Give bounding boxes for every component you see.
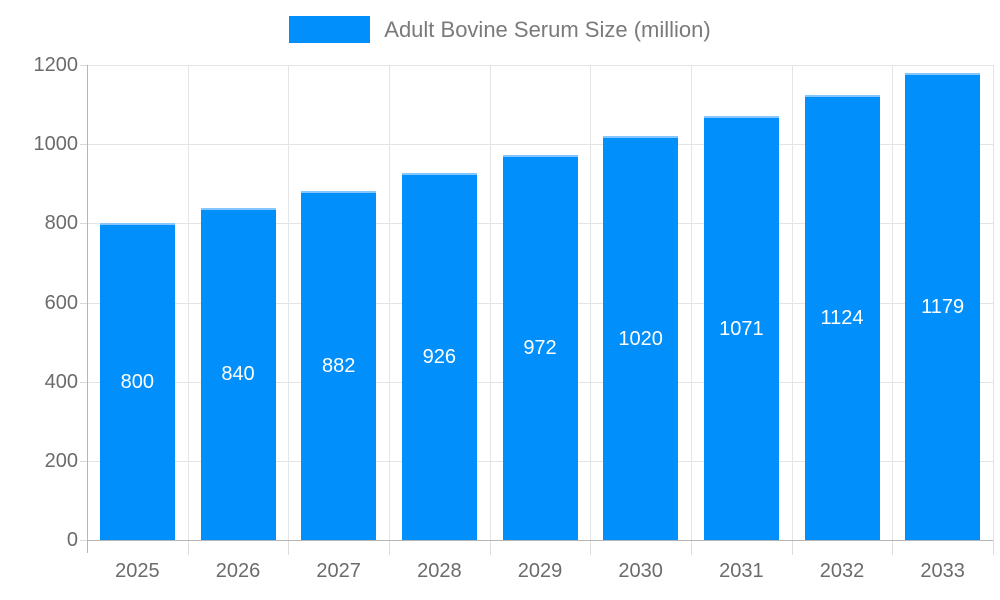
gridline-vertical (389, 65, 390, 540)
gridline-vertical (187, 65, 189, 540)
bar-2032[interactable]: 1124 (804, 95, 880, 540)
legend: Adult Bovine Serum Size (million) (0, 16, 1000, 43)
gridline-vertical (590, 65, 592, 540)
gridline-vertical (892, 65, 894, 540)
x-axis-label-2028: 2028 (417, 560, 462, 582)
x-axis-label-2025: 2025 (115, 560, 160, 582)
gridline-horizontal (87, 65, 993, 66)
x-axis-line (87, 540, 993, 541)
gridline-vertical (691, 65, 692, 540)
y-axis-tick (80, 144, 87, 146)
x-axis-tick (389, 540, 390, 555)
x-axis-label-2032: 2032 (819, 560, 865, 582)
x-axis-tick (791, 540, 793, 555)
y-axis-label-1000: 1000 (33, 133, 79, 156)
x-axis-label-2030: 2030 (618, 560, 663, 582)
x-axis-tick (187, 540, 189, 555)
bar-value-label: 1124 (820, 307, 864, 330)
bar-2033[interactable]: 1179 (905, 73, 981, 540)
y-axis-tick (80, 302, 87, 304)
y-axis-tick (80, 223, 87, 225)
y-axis-label-0: 0 (66, 529, 78, 551)
legend-swatch-icon (289, 16, 371, 43)
bar-2027[interactable]: 882 (301, 190, 377, 540)
bar-2031[interactable]: 1071 (703, 116, 779, 540)
bar-value-label: 882 (321, 354, 356, 377)
y-axis-line (87, 65, 88, 553)
gridline-vertical (288, 65, 290, 540)
bar-value-label: 1179 (921, 296, 965, 319)
x-axis-tick (590, 540, 592, 555)
bar-2025[interactable]: 800 (99, 223, 175, 540)
plot-area: 800 840 882 926 972 1020 1071 1124 1179 (87, 65, 994, 540)
y-axis-label-600: 600 (44, 291, 78, 314)
x-axis-tick (691, 540, 692, 555)
y-axis-tick (80, 381, 87, 383)
bar-2029[interactable]: 972 (502, 155, 578, 540)
x-axis-label-2031: 2031 (719, 560, 764, 582)
x-axis-tick (288, 540, 290, 555)
bar-2026[interactable]: 840 (200, 207, 276, 540)
x-axis-tick (892, 540, 894, 555)
bar-2030[interactable]: 1020 (603, 136, 679, 540)
legend-item[interactable]: Adult Bovine Serum Size (million) (289, 16, 711, 43)
bar-value-label: 1020 (618, 327, 663, 350)
y-axis-tick (80, 460, 87, 462)
gridline-horizontal (87, 144, 993, 146)
bar-value-label: 840 (221, 363, 255, 386)
y-axis-label-800: 800 (44, 212, 78, 235)
gridline-vertical (993, 65, 994, 540)
gridline-vertical (489, 65, 491, 540)
bar-value-label: 972 (523, 337, 557, 360)
x-axis-label-2029: 2029 (517, 560, 563, 582)
legend-label: Adult Bovine Serum Size (million) (384, 16, 711, 42)
x-axis-tick (993, 540, 994, 555)
y-axis-label-1200: 1200 (33, 54, 79, 76)
y-axis-tick (80, 540, 87, 541)
x-axis-label-2026: 2026 (215, 560, 261, 582)
x-axis-label-2027: 2027 (316, 560, 361, 582)
bar-2028[interactable]: 926 (401, 173, 477, 540)
y-axis-label-400: 400 (44, 370, 78, 393)
x-axis-tick (489, 540, 491, 555)
y-axis-tick (80, 65, 87, 66)
x-axis-label-2033: 2033 (920, 560, 965, 582)
bar-value-label: 800 (120, 371, 155, 394)
bar-value-label: 1071 (719, 317, 764, 340)
y-axis-label-200: 200 (44, 449, 78, 472)
gridline-vertical (791, 65, 793, 540)
bar-value-label: 926 (422, 346, 457, 369)
